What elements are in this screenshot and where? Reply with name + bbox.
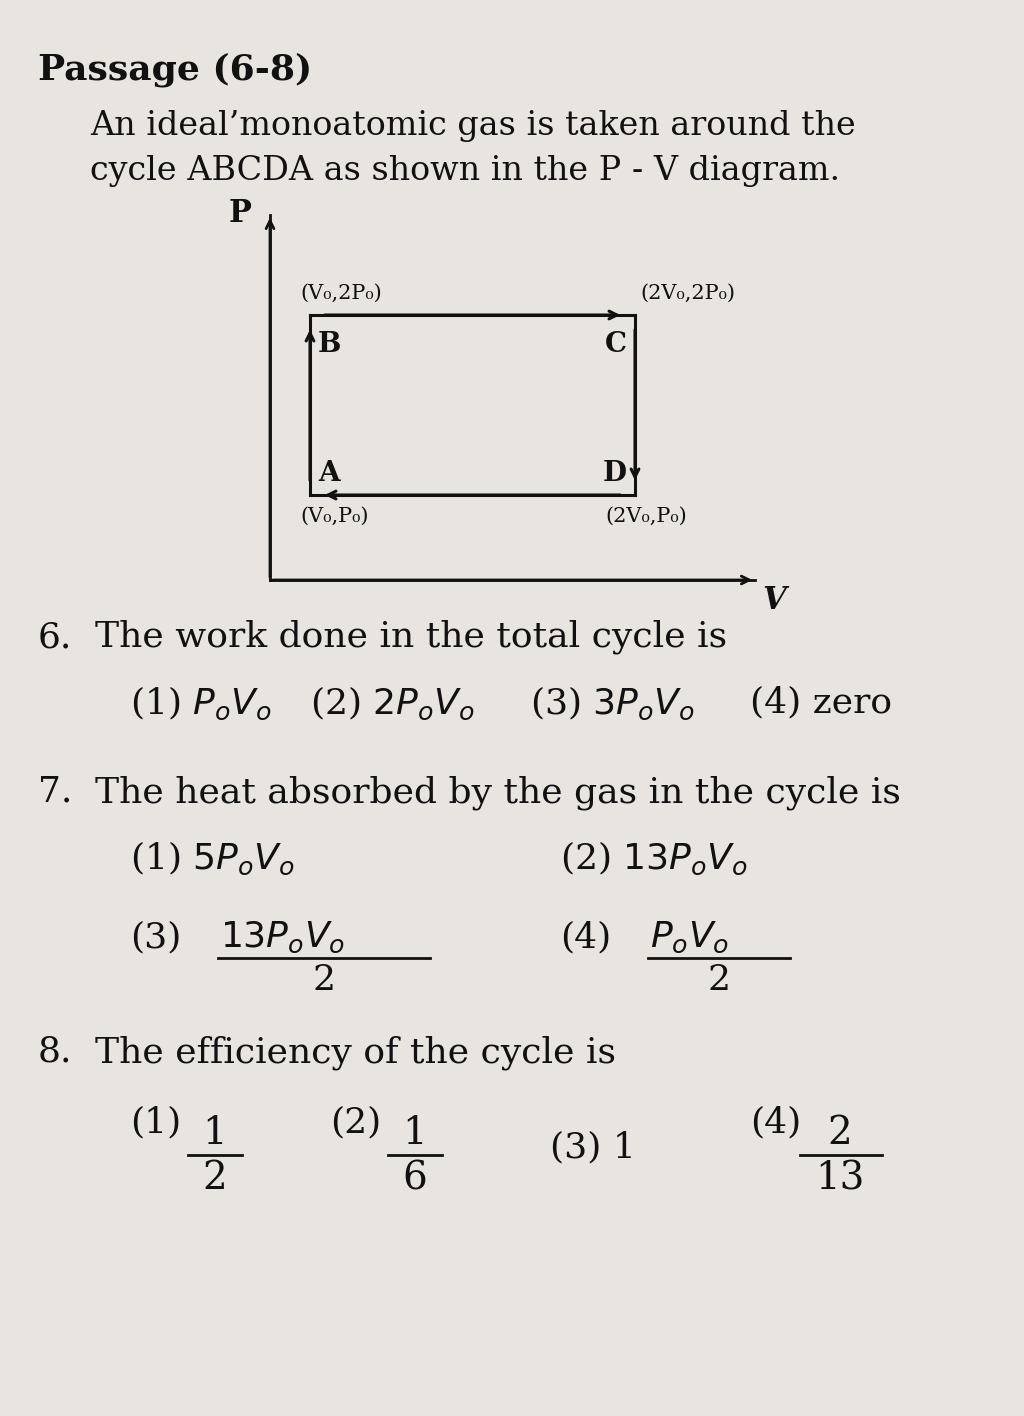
Text: (3) $3P_oV_o$: (3) $3P_oV_o$ bbox=[530, 685, 695, 722]
Text: (1) $5P_oV_o$: (1) $5P_oV_o$ bbox=[130, 840, 295, 878]
Text: (V₀,P₀): (V₀,P₀) bbox=[300, 507, 369, 525]
Text: Passage (6-8): Passage (6-8) bbox=[38, 52, 312, 86]
Text: 7.: 7. bbox=[38, 775, 73, 809]
Text: (2) $2P_oV_o$: (2) $2P_oV_o$ bbox=[310, 685, 475, 722]
Text: (3) 1: (3) 1 bbox=[550, 1130, 636, 1164]
Text: V: V bbox=[762, 585, 785, 616]
Text: The heat absorbed by the gas in the cycle is: The heat absorbed by the gas in the cycl… bbox=[95, 775, 901, 810]
Text: (2V₀,2P₀): (2V₀,2P₀) bbox=[640, 285, 735, 303]
Text: 6.: 6. bbox=[38, 620, 73, 654]
Text: An ideal’monoatomic gas is taken around the: An ideal’monoatomic gas is taken around … bbox=[90, 110, 856, 142]
Text: The work done in the total cycle is: The work done in the total cycle is bbox=[95, 620, 727, 654]
Text: (2) $13P_oV_o$: (2) $13P_oV_o$ bbox=[560, 840, 748, 878]
Text: 13: 13 bbox=[815, 1160, 864, 1197]
Text: (4) zero: (4) zero bbox=[750, 685, 892, 719]
Text: 1: 1 bbox=[203, 1114, 227, 1153]
Text: (2): (2) bbox=[330, 1104, 381, 1138]
Text: A: A bbox=[318, 460, 340, 487]
Text: 1: 1 bbox=[402, 1114, 427, 1153]
Text: (3): (3) bbox=[130, 920, 181, 954]
Text: 6: 6 bbox=[402, 1160, 427, 1197]
Text: (2V₀,P₀): (2V₀,P₀) bbox=[605, 507, 687, 525]
Text: (1) $P_oV_o$: (1) $P_oV_o$ bbox=[130, 685, 272, 722]
Text: $P_oV_o$: $P_oV_o$ bbox=[650, 920, 729, 956]
Text: 2: 2 bbox=[203, 1160, 227, 1197]
Text: 2: 2 bbox=[708, 963, 730, 997]
Text: P: P bbox=[229, 198, 252, 229]
Text: 2: 2 bbox=[312, 963, 336, 997]
Text: B: B bbox=[318, 331, 341, 358]
Text: 8.: 8. bbox=[38, 1035, 73, 1069]
Text: (V₀,2P₀): (V₀,2P₀) bbox=[300, 285, 382, 303]
Text: 2: 2 bbox=[827, 1114, 852, 1153]
Text: cycle ABCDA as shown in the P - V diagram.: cycle ABCDA as shown in the P - V diagra… bbox=[90, 154, 840, 187]
Text: (4): (4) bbox=[750, 1104, 801, 1138]
Text: (4): (4) bbox=[560, 920, 611, 954]
Text: D: D bbox=[603, 460, 627, 487]
Text: (1): (1) bbox=[130, 1104, 181, 1138]
Text: C: C bbox=[605, 331, 627, 358]
Text: The efficiency of the cycle is: The efficiency of the cycle is bbox=[95, 1035, 616, 1069]
Text: $13P_oV_o$: $13P_oV_o$ bbox=[220, 920, 345, 956]
